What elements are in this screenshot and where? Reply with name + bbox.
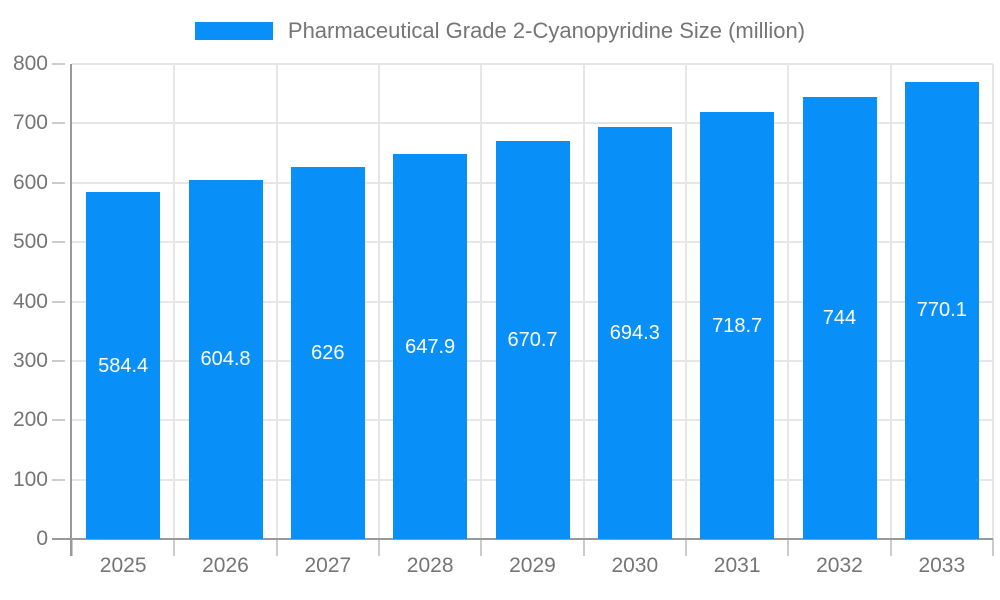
legend-swatch[interactable]: [194, 22, 273, 40]
bar[interactable]: [188, 179, 263, 539]
x-axis-tick: [889, 539, 892, 556]
y-axis-tick: [52, 359, 65, 362]
gridline-vertical: [173, 64, 176, 539]
gridline-vertical: [582, 64, 585, 539]
bar[interactable]: [393, 154, 468, 539]
x-axis-tick: [685, 539, 687, 556]
gridline-horizontal: [72, 122, 993, 125]
x-axis-line: [52, 538, 993, 540]
bar[interactable]: [86, 192, 161, 539]
y-tick-label: 0: [36, 527, 48, 550]
y-axis-tick: [52, 478, 65, 481]
y-tick-label: 300: [12, 348, 48, 372]
x-axis-tick: [582, 539, 585, 556]
x-axis-tick: [480, 539, 483, 556]
x-axis-tick: [173, 539, 176, 556]
gridline-vertical: [275, 64, 278, 539]
y-tick-label: 100: [12, 467, 48, 491]
gridline-vertical: [787, 64, 790, 539]
bar[interactable]: [802, 97, 877, 539]
x-tick-label: 2031: [713, 554, 761, 577]
legend-label: Pharmaceutical Grade 2-Cyanopyridine Siz…: [287, 18, 806, 43]
x-tick-label: 2029: [509, 554, 556, 577]
gridline-vertical: [992, 64, 994, 539]
x-tick-label: 2026: [202, 554, 249, 577]
bar[interactable]: [904, 81, 979, 539]
x-tick-label: 2028: [406, 554, 454, 577]
legend[interactable]: Pharmaceutical Grade 2-Cyanopyridine Siz…: [0, 14, 1000, 48]
x-tick-label: 2030: [611, 554, 659, 577]
x-tick-label: 2025: [99, 554, 147, 577]
bar[interactable]: [495, 140, 570, 539]
x-tick-label: 2032: [816, 554, 863, 577]
bar[interactable]: [700, 112, 775, 539]
y-axis-tick: [52, 181, 65, 184]
x-axis-tick: [71, 539, 73, 556]
y-tick-label: 800: [12, 52, 48, 75]
x-tick-label: 2033: [918, 554, 966, 577]
gridline-vertical: [889, 64, 892, 539]
bar-value-label: 670.7: [507, 328, 558, 351]
y-axis-tick: [52, 63, 65, 65]
y-axis-tick: [52, 122, 65, 125]
gridline-vertical: [685, 64, 687, 539]
x-axis-tick: [378, 539, 380, 556]
bar-value-label: 718.7: [712, 314, 763, 337]
y-tick-label: 200: [12, 408, 48, 432]
bar-value-label: 584.4: [98, 354, 149, 377]
y-tick-label: 600: [12, 170, 48, 194]
bar[interactable]: [290, 167, 365, 539]
y-axis-tick: [52, 300, 65, 303]
bar-value-label: 770.1: [916, 299, 967, 322]
gridline-horizontal: [72, 63, 993, 65]
x-axis-tick: [787, 539, 790, 556]
gridline-vertical: [378, 64, 380, 539]
y-axis-tick: [52, 419, 65, 422]
y-tick-label: 400: [12, 289, 48, 313]
y-axis-tick: [52, 241, 65, 244]
bar-value-label: 647.9: [405, 335, 456, 358]
x-axis-tick: [275, 539, 278, 556]
y-axis-line: [70, 64, 72, 556]
bar-value-label: 626: [311, 342, 345, 365]
gridline-vertical: [480, 64, 483, 539]
bar-value-label: 604.8: [200, 348, 251, 371]
y-tick-label: 500: [12, 230, 48, 254]
bar-value-label: 694.3: [609, 321, 660, 344]
y-tick-label: 700: [12, 111, 48, 135]
bar-value-label: 744: [822, 307, 857, 330]
bar[interactable]: [597, 126, 672, 539]
x-axis-tick: [992, 539, 994, 556]
x-tick-label: 2027: [304, 554, 352, 577]
